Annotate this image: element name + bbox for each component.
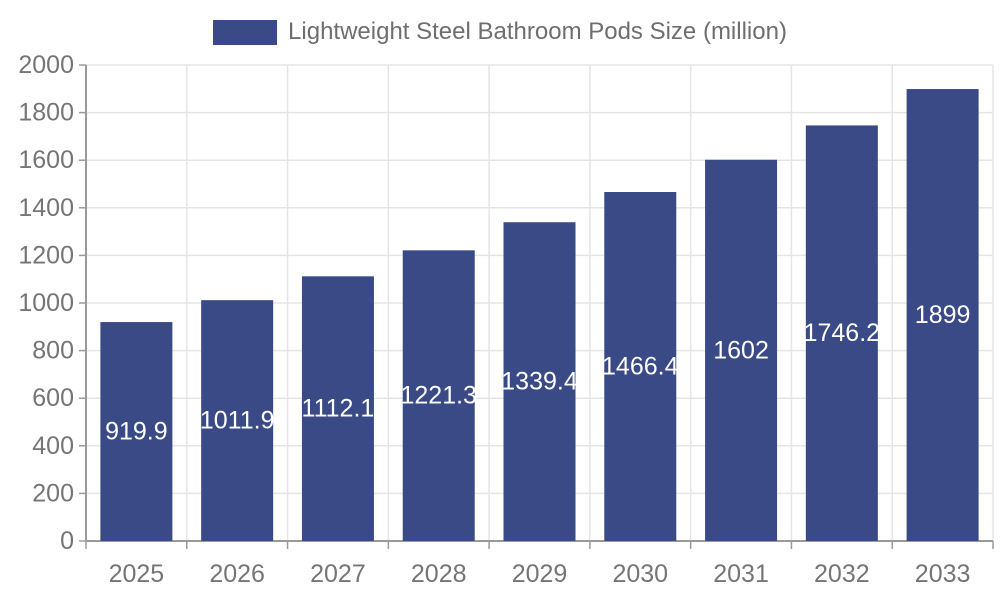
bar-2033[interactable] bbox=[906, 89, 979, 542]
bar-value-label-2030: 1466.4 bbox=[602, 352, 679, 380]
legend-item-series[interactable]: Lightweight Steel Bathroom Pods Size (mi… bbox=[213, 16, 787, 48]
y-axis-label: 800 bbox=[32, 337, 74, 365]
legend: Lightweight Steel Bathroom Pods Size (mi… bbox=[0, 16, 1000, 48]
y-axis-label: 1400 bbox=[18, 194, 74, 222]
x-axis-label-2028: 2028 bbox=[411, 560, 467, 588]
x-axis-label-2033: 2033 bbox=[915, 560, 971, 588]
legend-swatch bbox=[213, 19, 278, 45]
legend-label: Lightweight Steel Bathroom Pods Size (mi… bbox=[288, 18, 787, 45]
bar-2031[interactable] bbox=[705, 159, 778, 541]
bar-value-label-2028: 1221.3 bbox=[400, 382, 476, 410]
y-axis-label: 600 bbox=[32, 384, 74, 412]
y-axis-label: 2000 bbox=[18, 51, 74, 79]
y-axis-label: 0 bbox=[60, 527, 74, 555]
bar-2029[interactable] bbox=[503, 222, 576, 542]
y-axis-label: 1600 bbox=[18, 146, 74, 174]
bar-2026[interactable] bbox=[201, 300, 274, 541]
x-axis-label-2031: 2031 bbox=[713, 560, 769, 588]
bar-2025[interactable] bbox=[100, 322, 173, 541]
bar-value-label-2033: 1899 bbox=[915, 301, 971, 329]
bar-value-label-2031: 1602 bbox=[713, 336, 769, 364]
bar-2030[interactable] bbox=[604, 191, 677, 541]
y-axis-label: 200 bbox=[32, 479, 74, 507]
x-axis-label-2026: 2026 bbox=[209, 560, 265, 588]
x-axis-label-2025: 2025 bbox=[109, 560, 165, 588]
bar-value-label-2032: 1746.2 bbox=[804, 319, 880, 347]
y-axis-label: 400 bbox=[32, 432, 74, 460]
bar-value-label-2027: 1112.1 bbox=[302, 395, 375, 423]
x-axis-label-2030: 2030 bbox=[612, 560, 668, 588]
y-axis-label: 1200 bbox=[18, 241, 74, 269]
bar-value-label-2029: 1339.4 bbox=[501, 368, 578, 396]
bar-2027[interactable] bbox=[301, 276, 374, 541]
x-axis-label-2032: 2032 bbox=[814, 560, 870, 588]
bar-2032[interactable] bbox=[805, 125, 878, 541]
y-axis-label: 1000 bbox=[18, 289, 74, 317]
bar-2028[interactable] bbox=[402, 250, 475, 541]
x-axis-label-2027: 2027 bbox=[310, 560, 366, 588]
x-axis-label-2029: 2029 bbox=[512, 560, 568, 588]
bar-value-label-2026: 1011.9 bbox=[200, 407, 275, 435]
bar-value-label-2025: 919.9 bbox=[105, 418, 168, 446]
y-axis-label: 1800 bbox=[18, 99, 74, 127]
